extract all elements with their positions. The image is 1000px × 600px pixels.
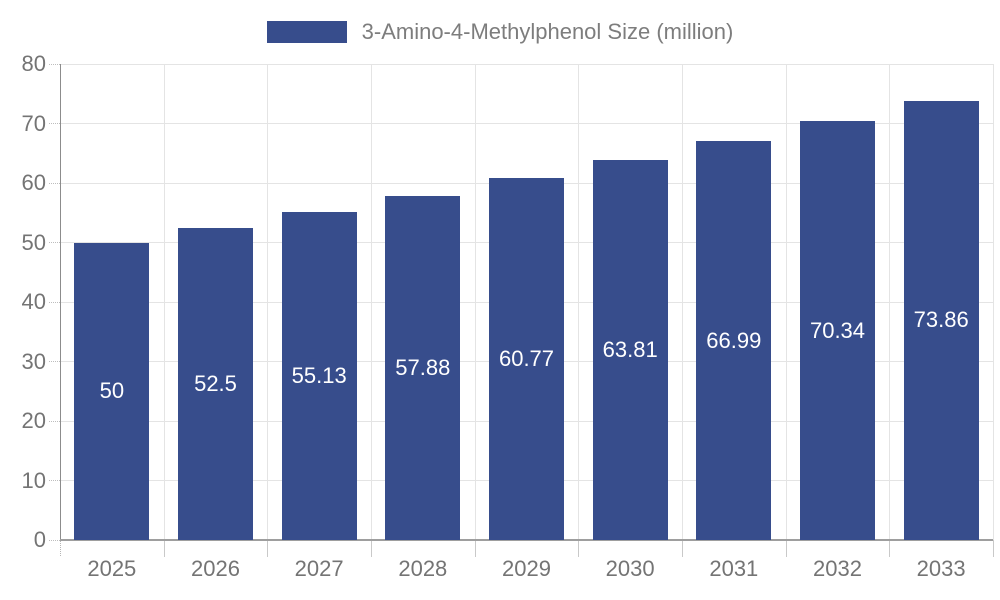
category-gridline xyxy=(475,64,476,540)
x-tick-label: 2029 xyxy=(502,556,551,581)
y-axis-tick xyxy=(49,361,60,362)
y-axis-line xyxy=(60,64,61,540)
category-gridline xyxy=(164,64,165,540)
bar-2032[interactable] xyxy=(800,121,875,540)
x-axis-tick xyxy=(371,540,372,557)
category-gridline xyxy=(993,64,994,540)
category-gridline xyxy=(786,64,787,540)
x-tick-label: 2031 xyxy=(709,556,759,581)
y-axis-tick xyxy=(49,123,60,124)
x-tick-label: 2028 xyxy=(398,556,448,581)
legend-label: 3-Amino-4-Methylphenol Size (million) xyxy=(361,19,734,44)
x-tick-label: 2033 xyxy=(916,556,966,581)
bar-value-label: 73.86 xyxy=(913,307,969,333)
bar-2028[interactable] xyxy=(385,195,461,540)
bar-2030[interactable] xyxy=(592,160,668,540)
y-tick-label: 70 xyxy=(21,110,46,136)
bar-value-label: 50 xyxy=(99,378,125,404)
category-gridline xyxy=(578,64,579,540)
bar-value-label: 60.77 xyxy=(498,346,555,372)
legend-swatch xyxy=(266,21,347,43)
y-axis-tick xyxy=(49,301,60,303)
bar-2029[interactable] xyxy=(489,178,564,540)
x-tick-label: 2026 xyxy=(191,556,240,581)
category-gridline xyxy=(267,64,268,540)
category-gridline xyxy=(371,64,372,540)
y-tick-label: 50 xyxy=(21,229,46,255)
y-tick-label: 30 xyxy=(21,348,46,374)
y-gridline xyxy=(60,63,993,65)
x-axis-tick xyxy=(786,540,787,557)
x-tick-label: 2030 xyxy=(605,556,655,581)
bar-value-label: 66.99 xyxy=(706,327,762,353)
y-tick-label: 60 xyxy=(21,170,46,195)
bar-2033[interactable] xyxy=(903,100,979,540)
y-axis-tick xyxy=(49,539,60,541)
x-axis-tick xyxy=(993,540,994,557)
x-tick-label: 2032 xyxy=(813,556,862,581)
y-tick-label: 80 xyxy=(21,51,46,76)
y-axis-tick xyxy=(49,242,60,243)
legend[interactable]: 3-Amino-4-Methylphenol Size (million) xyxy=(0,16,1000,48)
x-axis-tick xyxy=(475,540,476,557)
x-tick-label: 2025 xyxy=(87,556,137,581)
y-axis-tick xyxy=(49,63,60,65)
category-gridline xyxy=(682,64,683,540)
x-axis-tick xyxy=(164,540,165,557)
y-gridline xyxy=(60,123,993,124)
x-axis-tick xyxy=(578,540,579,557)
x-axis-tick xyxy=(267,540,268,557)
category-gridline xyxy=(889,64,890,540)
bar-value-label: 55.13 xyxy=(291,362,347,388)
bar-value-label: 52.5 xyxy=(194,370,237,396)
bar-value-label: 70.34 xyxy=(809,317,866,343)
y-tick-label: 10 xyxy=(21,467,46,493)
y-tick-label: 0 xyxy=(33,527,46,552)
bar-2025[interactable] xyxy=(74,242,150,540)
y-axis-tick xyxy=(49,480,60,481)
bar-value-label: 63.81 xyxy=(602,337,658,363)
bar-2027[interactable] xyxy=(281,211,357,540)
x-axis-tick xyxy=(682,540,683,557)
y-axis-tick-origin xyxy=(60,540,61,556)
y-tick-label: 20 xyxy=(21,408,46,433)
x-axis-tick xyxy=(889,540,890,557)
y-axis-tick xyxy=(49,420,60,422)
bar-value-label: 57.88 xyxy=(395,354,451,380)
x-tick-label: 2027 xyxy=(294,556,344,581)
y-tick-label: 40 xyxy=(21,289,46,314)
y-axis-tick xyxy=(49,182,60,184)
bar-2026[interactable] xyxy=(178,227,253,540)
x-axis-line xyxy=(60,539,993,541)
bar-2031[interactable] xyxy=(696,141,772,540)
